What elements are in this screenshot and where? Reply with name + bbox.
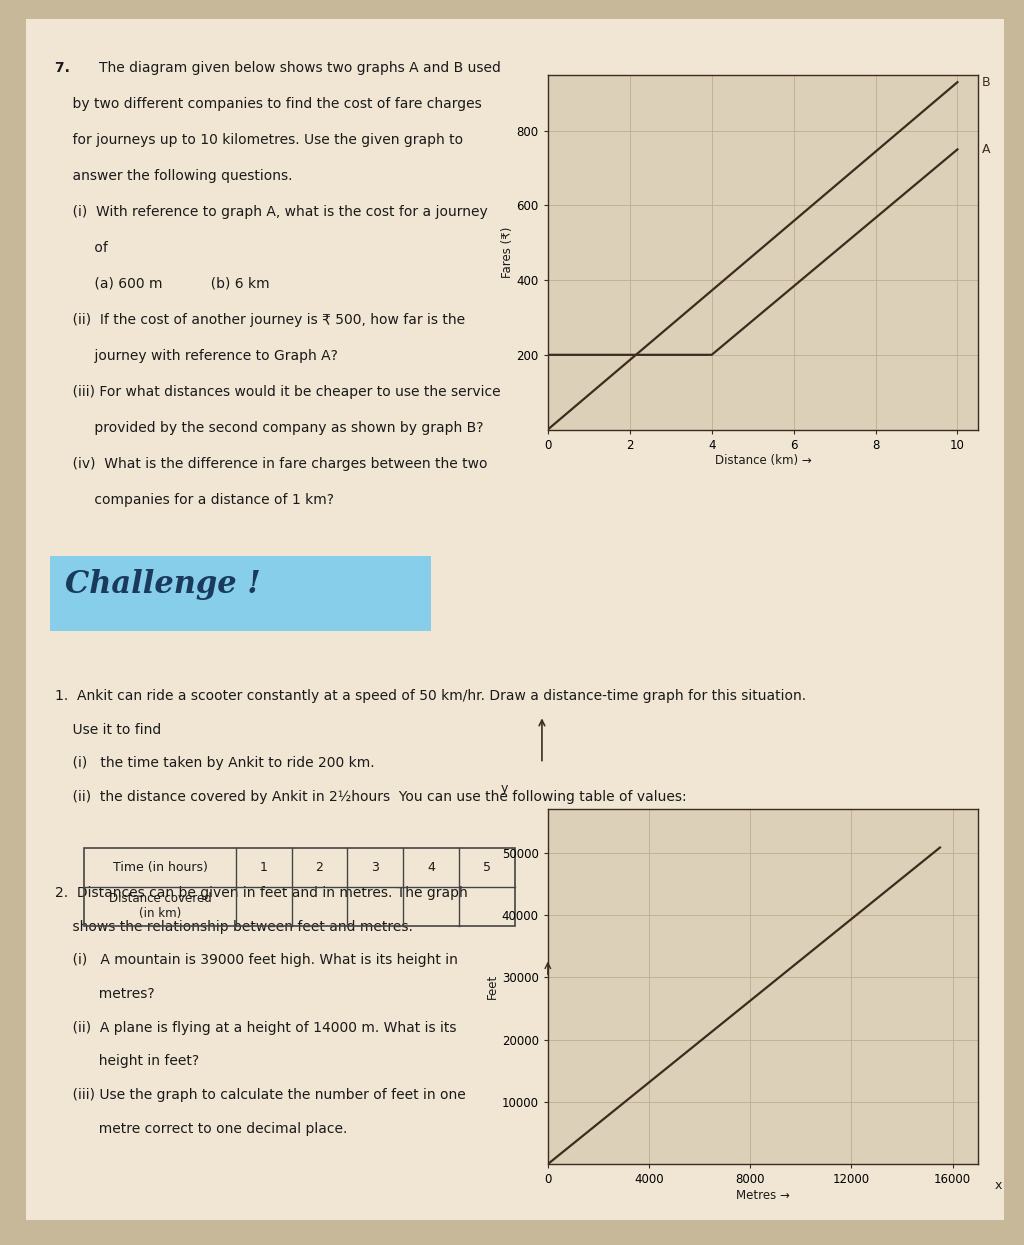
Text: for journeys up to 10 kilometres. Use the given graph to: for journeys up to 10 kilometres. Use th… — [55, 133, 463, 147]
Text: (i)   the time taken by Ankit to ride 200 km.: (i) the time taken by Ankit to ride 200 … — [55, 757, 375, 771]
Text: 5: 5 — [482, 860, 490, 874]
Text: (i)   A mountain is 39000 feet high. What is its height in: (i) A mountain is 39000 feet high. What … — [55, 954, 458, 967]
Text: (ii)  the distance covered by Ankit in 2½hours  You can use the following table : (ii) the distance covered by Ankit in 2½… — [55, 791, 686, 804]
Text: The diagram given below shows two graphs A and B used: The diagram given below shows two graphs… — [99, 61, 501, 75]
Text: 1.  Ankit can ride a scooter constantly at a speed of 50 km/hr. Draw a distance-: 1. Ankit can ride a scooter constantly a… — [55, 688, 806, 703]
Text: metres?: metres? — [55, 987, 155, 1001]
Text: y: y — [501, 782, 508, 794]
Text: provided by the second company as shown by graph B?: provided by the second company as shown … — [55, 421, 483, 436]
Text: Challenge !: Challenge ! — [65, 569, 260, 600]
Text: 2.  Distances can be given in feet and in metres. The graph: 2. Distances can be given in feet and in… — [55, 886, 468, 900]
FancyBboxPatch shape — [15, 6, 1014, 1233]
Text: Time (in hours): Time (in hours) — [113, 860, 208, 874]
Text: companies for a distance of 1 km?: companies for a distance of 1 km? — [55, 493, 334, 507]
Text: answer the following questions.: answer the following questions. — [55, 169, 293, 183]
Text: 4: 4 — [427, 860, 435, 874]
Text: shows the relationship between feet and metres.: shows the relationship between feet and … — [55, 920, 413, 934]
Text: (iii) For what distances would it be cheaper to use the service: (iii) For what distances would it be che… — [55, 385, 501, 400]
Text: height in feet?: height in feet? — [55, 1055, 199, 1068]
Text: of: of — [55, 242, 108, 255]
Y-axis label: Fares (₹): Fares (₹) — [501, 227, 514, 278]
Text: (ii)  If the cost of another journey is ₹ 500, how far is the: (ii) If the cost of another journey is ₹… — [55, 312, 465, 327]
Text: 7.: 7. — [55, 61, 75, 75]
Text: Use it to find: Use it to find — [55, 722, 161, 737]
Text: by two different companies to find the cost of fare charges: by two different companies to find the c… — [55, 97, 481, 111]
X-axis label: Distance (km) →: Distance (km) → — [715, 454, 811, 467]
Text: 3: 3 — [372, 860, 379, 874]
Text: 1: 1 — [260, 860, 267, 874]
Text: 2: 2 — [315, 860, 324, 874]
Text: (iv)  What is the difference in fare charges between the two: (iv) What is the difference in fare char… — [55, 457, 487, 471]
Text: (i)  With reference to graph A, what is the cost for a journey: (i) With reference to graph A, what is t… — [55, 205, 487, 219]
Bar — [84, 848, 514, 926]
Text: x: x — [995, 1179, 1002, 1191]
Text: metre correct to one decimal place.: metre correct to one decimal place. — [55, 1122, 347, 1135]
Text: A: A — [982, 143, 990, 156]
Text: (iii) Use the graph to calculate the number of feet in one: (iii) Use the graph to calculate the num… — [55, 1088, 466, 1102]
Text: (ii)  A plane is flying at a height of 14000 m. What is its: (ii) A plane is flying at a height of 14… — [55, 1021, 457, 1035]
Y-axis label: Feet: Feet — [486, 974, 499, 1000]
Text: Distance covered
(in km): Distance covered (in km) — [109, 893, 211, 920]
Text: B: B — [982, 76, 990, 88]
Text: journey with reference to Graph A?: journey with reference to Graph A? — [55, 349, 338, 364]
X-axis label: Metres →: Metres → — [736, 1189, 790, 1201]
Text: (a) 600 m           (b) 6 km: (a) 600 m (b) 6 km — [55, 276, 269, 291]
FancyBboxPatch shape — [50, 555, 431, 631]
